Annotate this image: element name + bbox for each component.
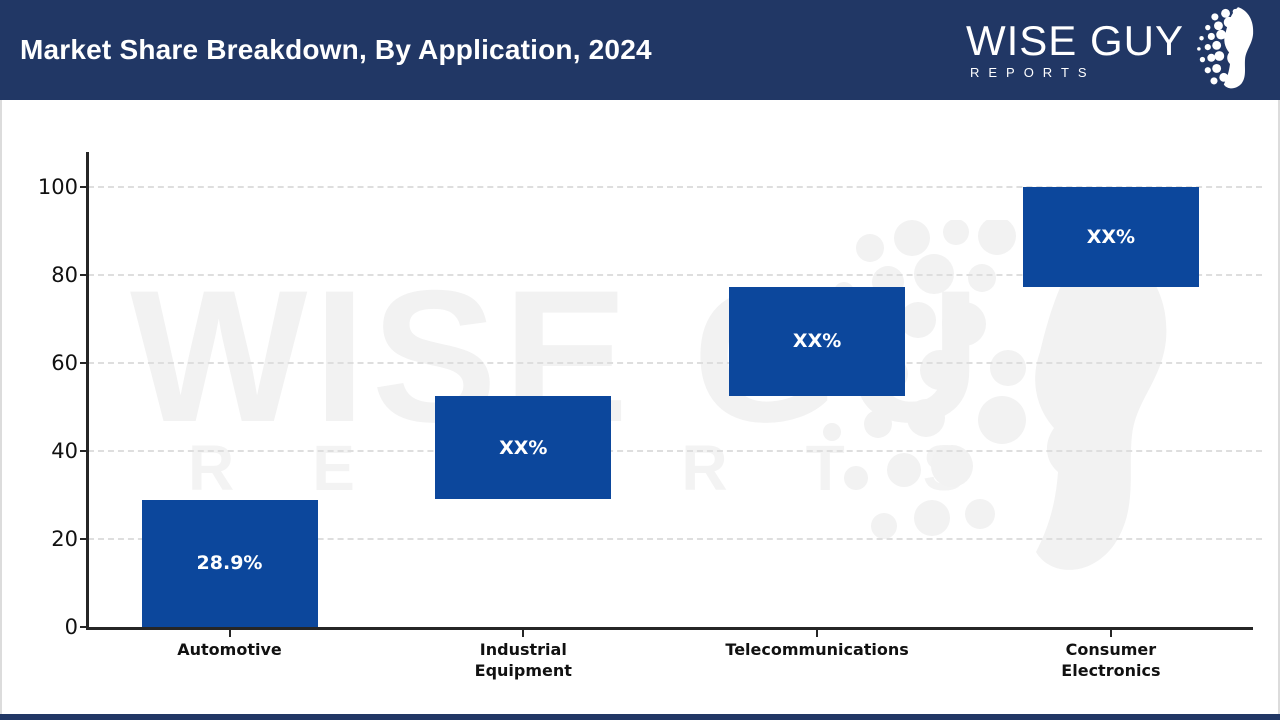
x-axis-tick-mark xyxy=(816,630,819,637)
y-axis-tick-mark xyxy=(80,186,87,188)
gridline-y20 xyxy=(88,538,1262,540)
y-axis-tick-label: 60 xyxy=(51,351,78,375)
header-bar: Market Share Breakdown, By Application, … xyxy=(0,0,1280,100)
x-axis-tick-mark xyxy=(228,630,231,637)
y-axis-tick-label: 40 xyxy=(51,439,78,463)
bar-value-label-automotive: 28.9% xyxy=(196,552,263,575)
y-axis-tick-label: 0 xyxy=(64,615,78,639)
y-axis-line xyxy=(86,152,89,630)
footer-bar xyxy=(0,714,1280,720)
watermark-face-dots xyxy=(792,217,1182,584)
brand-name: WISE GUY xyxy=(965,17,1184,64)
y-axis-tick-mark xyxy=(80,362,87,364)
bar-telecommunications: XX% xyxy=(729,286,906,396)
y-axis-tick-label: 100 xyxy=(37,175,78,199)
chart-title: Market Share Breakdown, By Application, … xyxy=(20,34,652,65)
x-axis-category-label: Consumer Electronics xyxy=(1061,640,1161,681)
bar-value-label-industrial-equipment: XX% xyxy=(499,436,548,459)
y-axis-tick-label: 20 xyxy=(51,527,78,551)
dotted-face-icon xyxy=(1190,6,1254,94)
bar-value-label-consumer-electronics: XX% xyxy=(1086,226,1136,249)
x-axis-category-label: Telecommunications xyxy=(725,640,909,659)
brand-logo-text: WISE GUY REPORTS xyxy=(965,17,1184,81)
y-axis-tick-mark xyxy=(80,626,87,628)
brand-subname: REPORTS xyxy=(969,65,1096,80)
bar-automotive: 28.9% xyxy=(141,499,318,627)
y-axis-tick-label: 80 xyxy=(51,263,78,287)
x-axis-line xyxy=(86,627,1253,630)
gridline-y40 xyxy=(88,450,1262,452)
y-axis-tick-mark xyxy=(80,274,87,276)
y-axis-tick-mark xyxy=(80,538,87,540)
brand-logo: WISE GUY REPORTS xyxy=(966,6,1254,94)
gridline-y60 xyxy=(88,362,1262,364)
x-axis-tick-mark xyxy=(1109,630,1112,637)
gridline-y100 xyxy=(88,186,1262,188)
bar-value-label-telecommunications: XX% xyxy=(792,330,842,353)
gridline-y80 xyxy=(88,274,1262,276)
x-axis-tick-mark xyxy=(522,630,525,637)
x-axis-category-label: Industrial Equipment xyxy=(474,640,572,681)
bar-industrial-equipment: XX% xyxy=(435,396,612,500)
bar-consumer-electronics: XX% xyxy=(1022,187,1199,288)
y-axis-tick-mark xyxy=(80,450,87,452)
x-axis-category-label: Automotive xyxy=(177,640,282,659)
